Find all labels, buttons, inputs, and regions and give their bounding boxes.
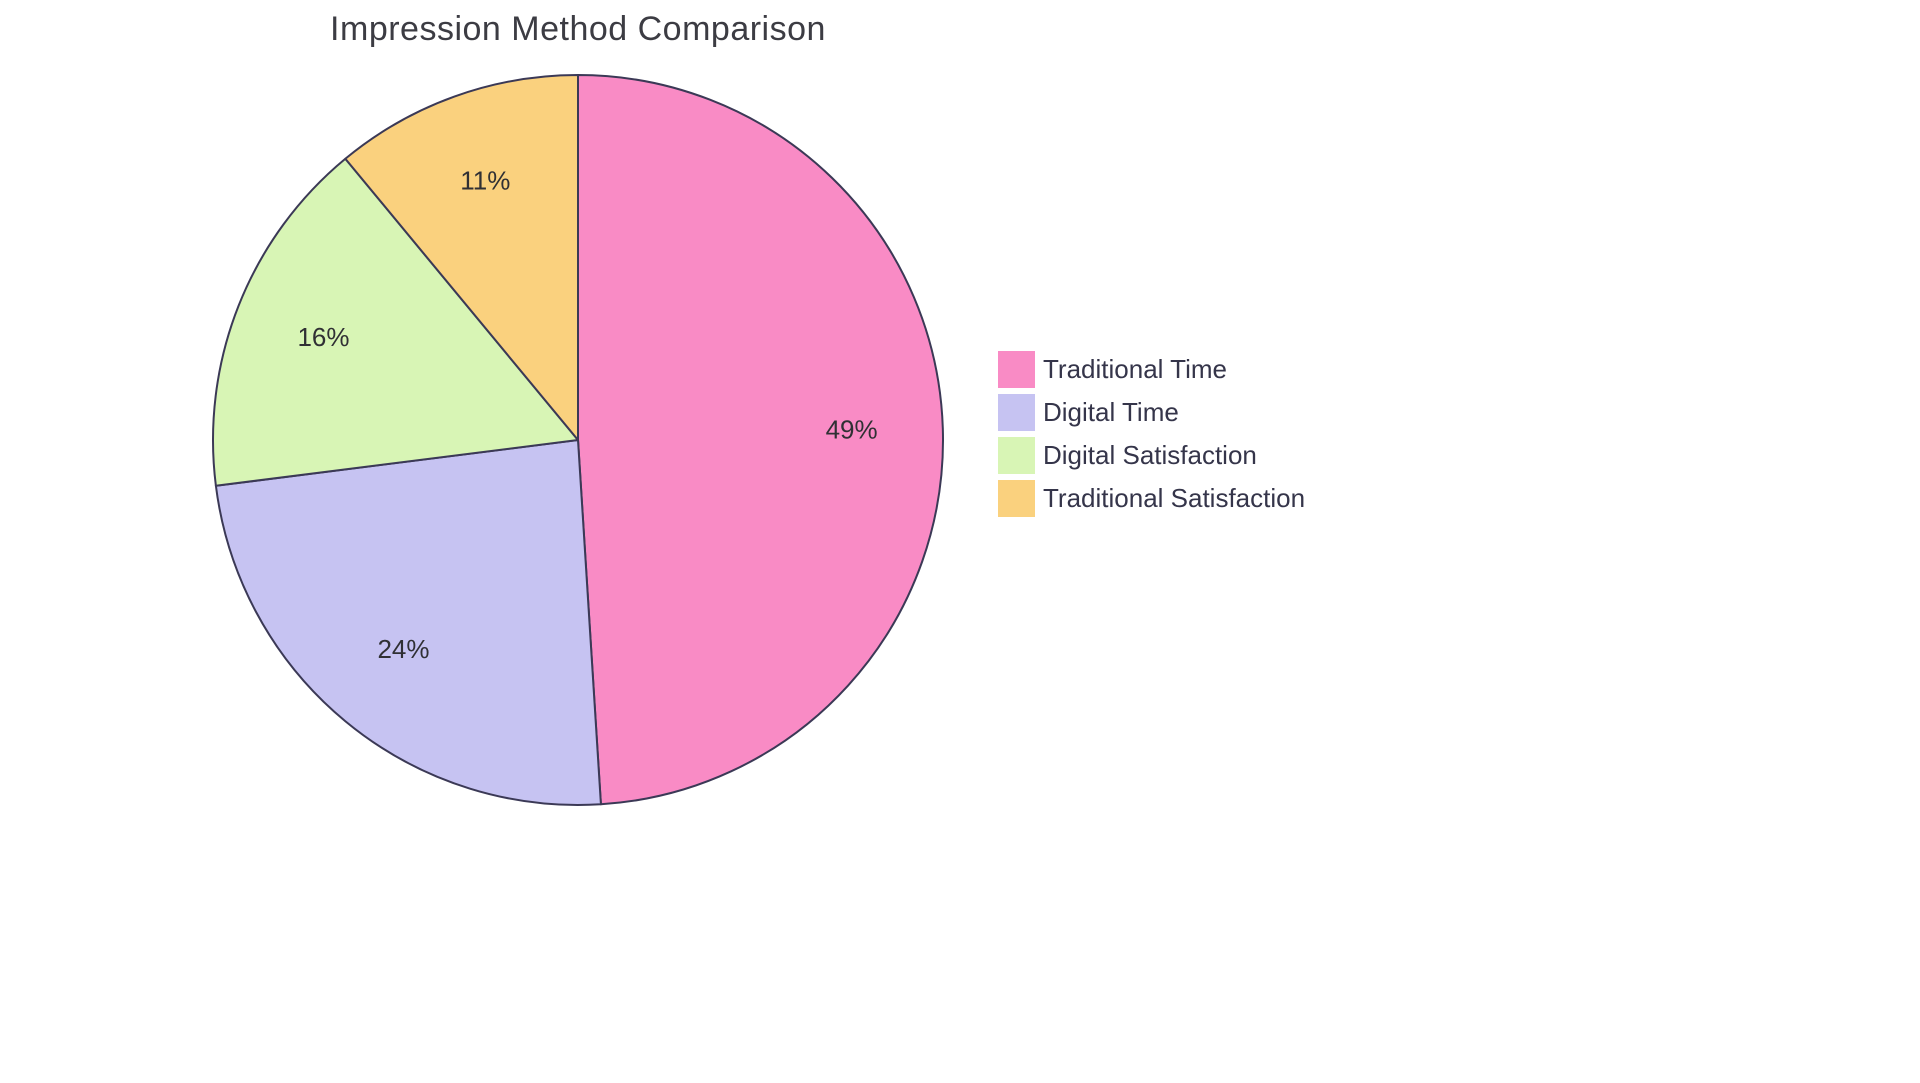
pie-slice-label-digital-time: 24%	[377, 634, 429, 664]
pie-slice-traditional-time	[577, 74, 944, 806]
legend-label-traditional-time: Traditional Time	[1043, 354, 1227, 384]
legend-swatch-digital-time	[998, 394, 1035, 431]
legend-swatch-digital-satisfaction	[998, 437, 1035, 474]
chart-legend: Traditional Time Digital Time Digital Sati…	[998, 351, 1305, 517]
pie-slice-digital-time	[214, 439, 602, 806]
pie-slice-label-traditional-satisfaction: 11%	[460, 165, 510, 195]
pie-slice-traditional-satisfaction	[344, 74, 579, 441]
pie-slice-label-digital-satisfaction: 16%	[297, 322, 349, 352]
legend-swatch-traditional-time	[998, 351, 1035, 388]
legend-item-digital-satisfaction: Digital Satisfaction	[998, 437, 1305, 474]
pie-slice-label-traditional-time: 49%	[826, 414, 878, 444]
pie-slice-digital-satisfaction	[212, 157, 579, 487]
legend-item-traditional-time: Traditional Time	[998, 351, 1305, 388]
legend-item-traditional-satisfaction: Traditional Satisfaction	[998, 480, 1305, 517]
chart-title: Impression Method Comparison	[330, 10, 826, 48]
legend-label-digital-time: Digital Time	[1043, 397, 1179, 427]
legend-label-digital-satisfaction: Digital Satisfaction	[1043, 440, 1257, 470]
legend-label-traditional-satisfaction: Traditional Satisfaction	[1043, 483, 1306, 513]
legend-item-digital-time: Digital Time	[998, 394, 1305, 431]
legend-swatch-traditional-satisfaction	[998, 480, 1035, 517]
